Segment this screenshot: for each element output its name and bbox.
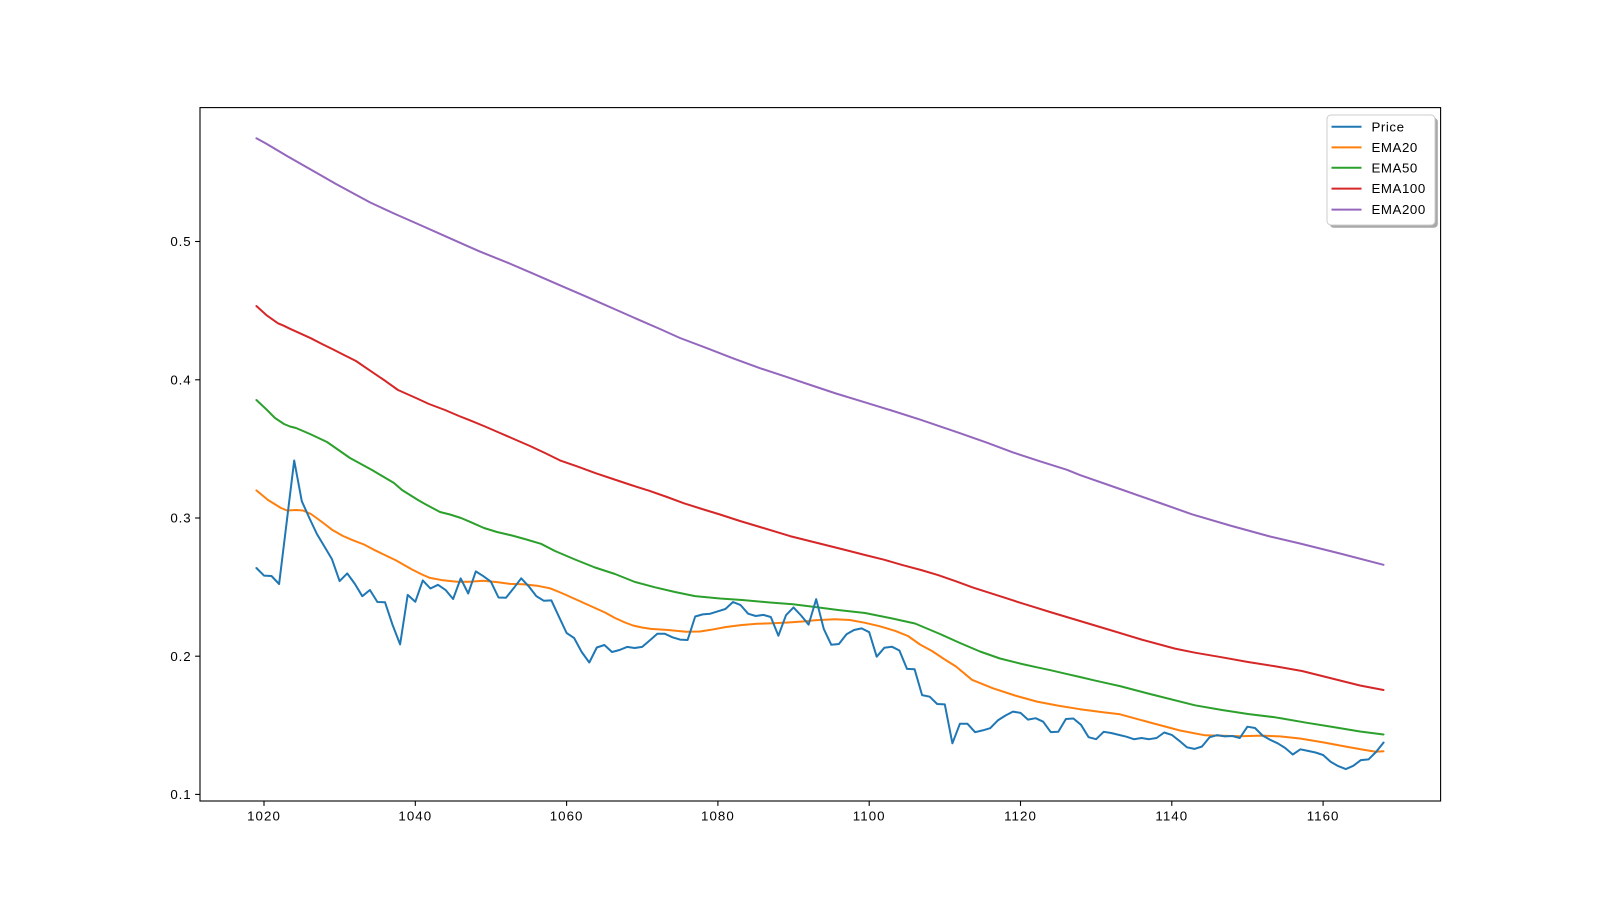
svg-text:0.1: 0.1: [170, 787, 191, 802]
svg-text:1100: 1100: [853, 809, 886, 824]
svg-text:1040: 1040: [398, 809, 432, 824]
svg-text:EMA200: EMA200: [1372, 202, 1426, 217]
svg-text:EMA50: EMA50: [1372, 160, 1418, 175]
svg-text:0.4: 0.4: [170, 372, 191, 387]
svg-text:0.5: 0.5: [170, 234, 191, 249]
svg-text:1160: 1160: [1307, 809, 1340, 824]
svg-text:EMA100: EMA100: [1372, 181, 1426, 196]
svg-text:1020: 1020: [247, 809, 281, 824]
svg-text:1060: 1060: [550, 809, 584, 824]
svg-text:1120: 1120: [1004, 809, 1037, 824]
svg-text:EMA20: EMA20: [1372, 140, 1418, 155]
svg-text:Price: Price: [1372, 119, 1405, 134]
svg-text:1140: 1140: [1155, 809, 1188, 824]
svg-text:0.2: 0.2: [170, 649, 191, 664]
svg-text:0.3: 0.3: [170, 511, 191, 526]
svg-text:1080: 1080: [701, 809, 735, 824]
